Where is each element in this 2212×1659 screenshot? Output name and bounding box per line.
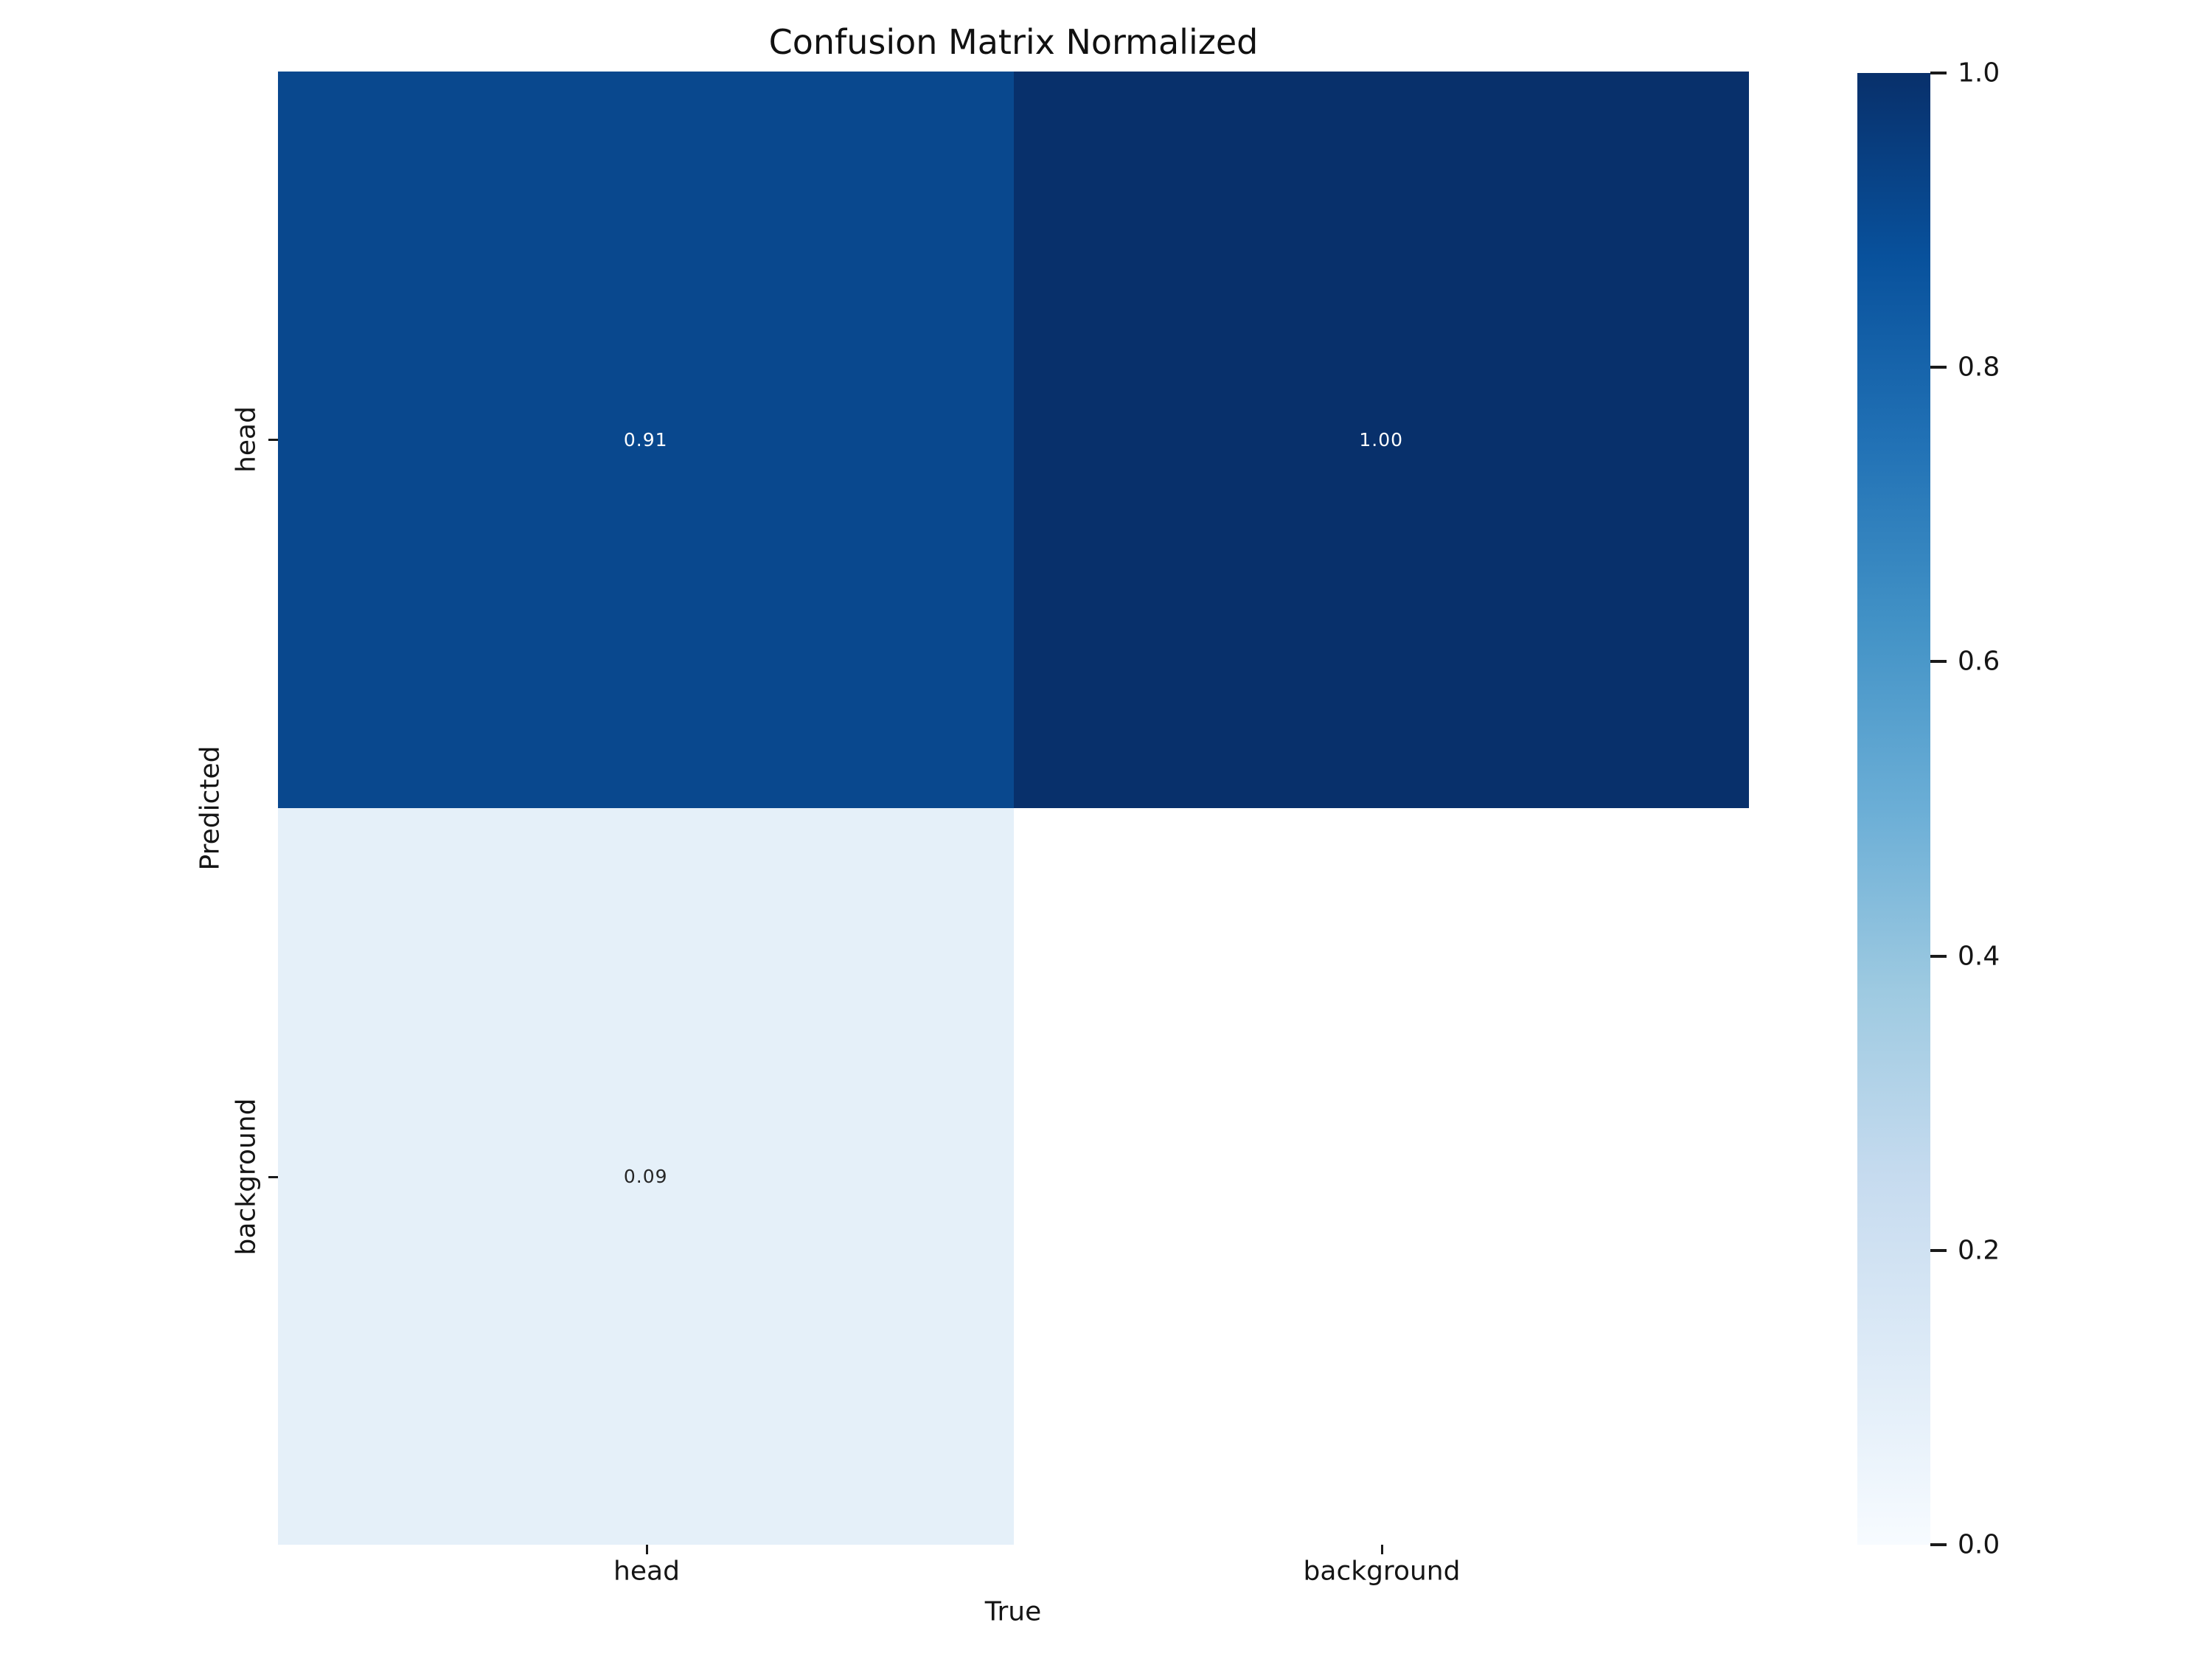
colorbar-tick-mark <box>1930 660 1947 663</box>
x-tick-mark <box>1381 1545 1383 1554</box>
colorbar-tick-mark <box>1930 955 1947 958</box>
y-tick-label-head: head <box>231 406 262 473</box>
y-tick-mark <box>268 439 278 441</box>
x-axis-label: True <box>984 1596 1042 1627</box>
x-tick-mark <box>646 1545 648 1554</box>
cell-value-label: 0.91 <box>623 429 668 451</box>
colorbar <box>1857 73 1930 1545</box>
chart-title: Confusion Matrix Normalized <box>768 22 1259 62</box>
y-tick-mark <box>268 1176 278 1178</box>
colorbar-tick-mark <box>1930 72 1947 74</box>
heatmap-cell-predicted-background-true-head: 0.09 <box>278 808 1014 1545</box>
heatmap-grid: 0.91 1.00 0.09 <box>278 72 1749 1545</box>
colorbar-tick-mark <box>1930 1249 1947 1252</box>
cell-value-label: 1.00 <box>1359 429 1404 451</box>
colorbar-tick-label: 0.6 <box>1958 646 2000 677</box>
colorbar-tick-label: 0.8 <box>1958 352 2000 383</box>
heatmap-cell-predicted-background-true-background <box>1013 808 1749 1545</box>
x-tick-label-background: background <box>1303 1556 1461 1587</box>
y-tick-label-background: background <box>231 1098 262 1256</box>
colorbar-tick-mark <box>1930 1543 1947 1546</box>
colorbar-tick-mark <box>1930 366 1947 369</box>
heatmap-cell-predicted-head-true-background: 1.00 <box>1013 72 1749 808</box>
colorbar-tick-label: 0.2 <box>1958 1235 2000 1266</box>
heatmap-cell-predicted-head-true-head: 0.91 <box>278 72 1014 808</box>
cell-value-label: 0.09 <box>623 1166 668 1187</box>
colorbar-tick-label: 0.4 <box>1958 941 2000 972</box>
x-tick-label-head: head <box>613 1556 680 1587</box>
colorbar-tick-label: 0.0 <box>1958 1529 2000 1560</box>
y-axis-label: Predicted <box>195 745 226 871</box>
colorbar-tick-label: 1.0 <box>1958 58 2000 88</box>
